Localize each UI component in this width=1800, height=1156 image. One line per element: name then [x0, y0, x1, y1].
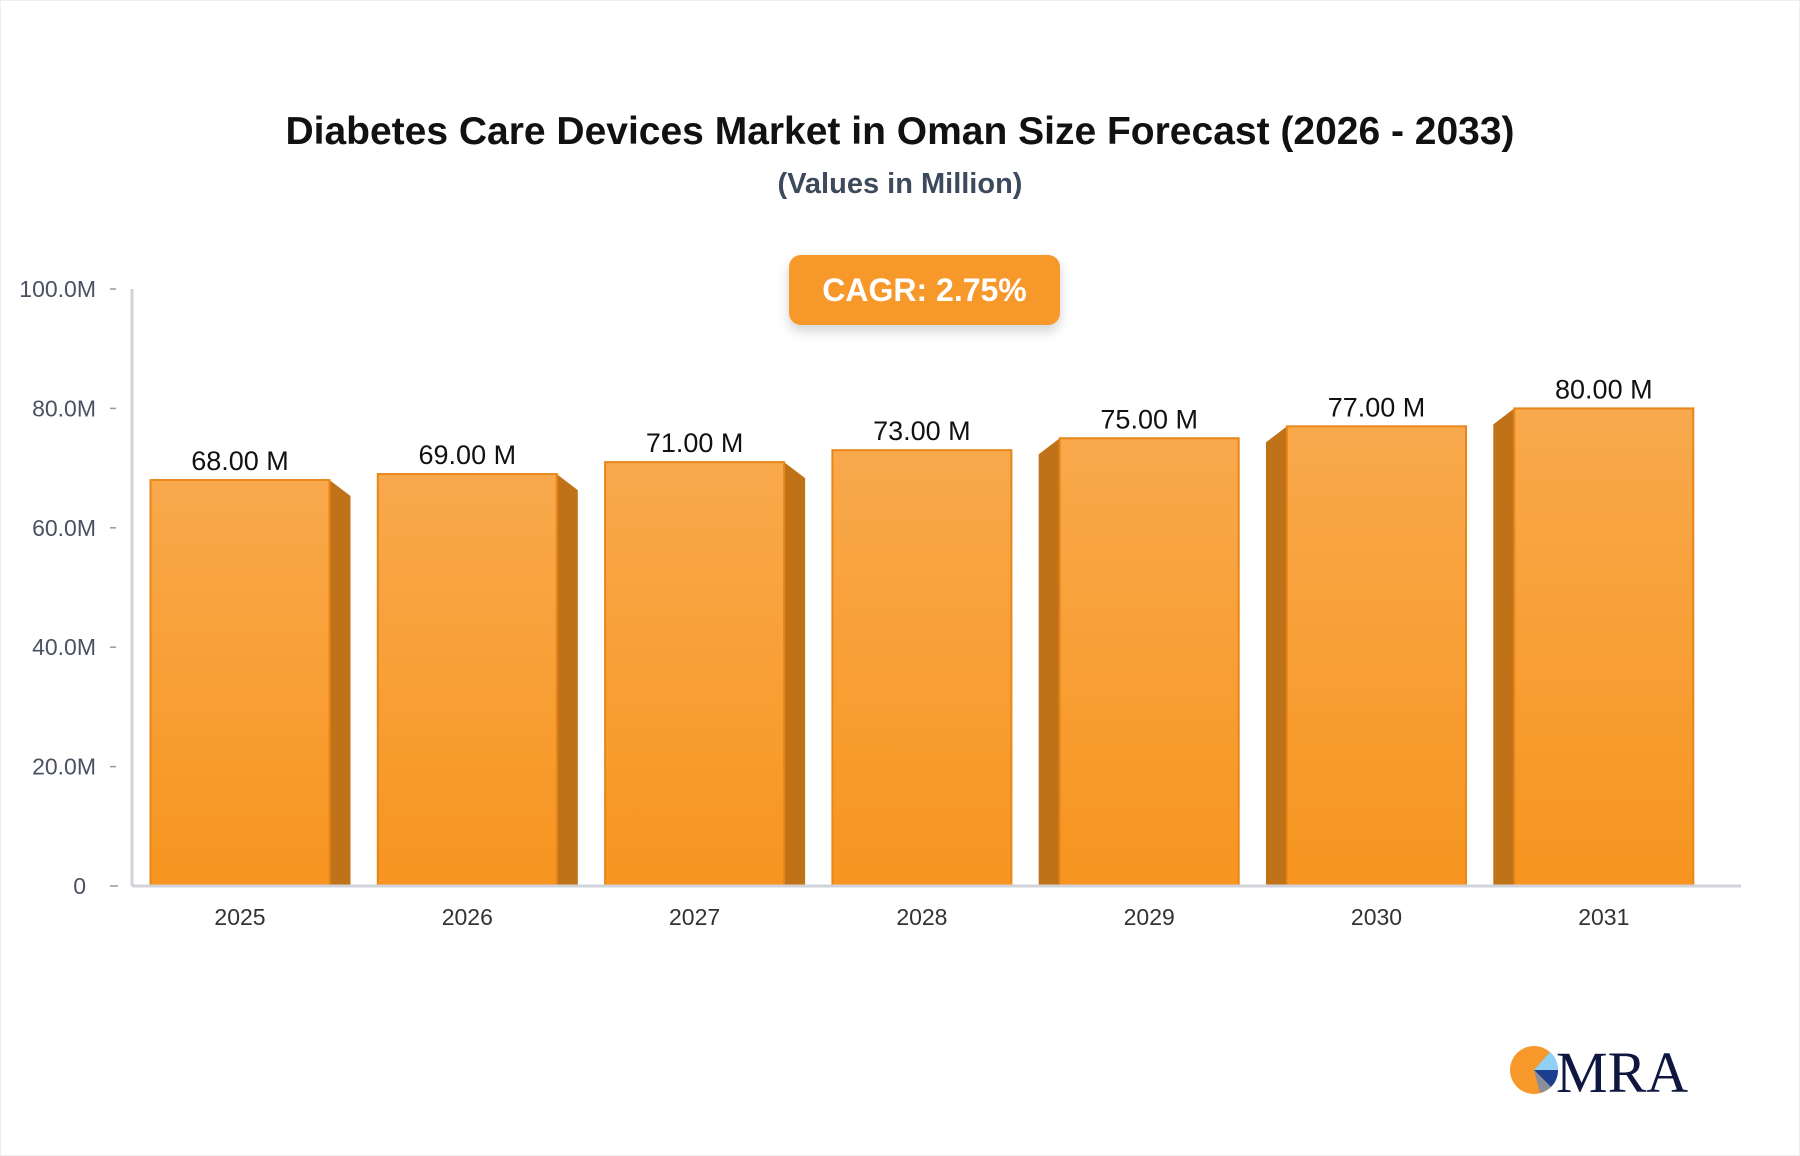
- x-tick-label: 2025: [214, 904, 265, 930]
- data-label: 77.00 M: [1328, 392, 1426, 422]
- bar-side: [1493, 408, 1515, 886]
- y-tick-label: 60.0M: [32, 515, 96, 541]
- bar: [1513, 407, 1695, 887]
- y-tick-label: 80.0M: [32, 395, 96, 421]
- y-tick-label: 0: [73, 873, 86, 899]
- bar-side: [1038, 438, 1060, 886]
- bar: [1286, 425, 1467, 887]
- data-label: 68.00 M: [191, 446, 289, 476]
- data-label: 80.00 M: [1555, 374, 1653, 404]
- bar: [149, 479, 331, 887]
- x-tick-label: 2028: [896, 904, 947, 930]
- bar-side: [784, 462, 806, 886]
- x-tick-label: 2026: [442, 904, 493, 930]
- cagr-badge: CAGR: 2.75%: [789, 255, 1060, 325]
- bar: [376, 473, 558, 887]
- chart-title: Diabetes Care Devices Market in Oman Siz…: [285, 110, 1515, 153]
- y-tick-label: 20.0M: [32, 754, 96, 780]
- x-tick-label: 2030: [1351, 904, 1402, 930]
- data-label: 73.00 M: [873, 416, 971, 446]
- mra-logo: MRA: [1510, 1040, 1688, 1100]
- y-tick-label: 100.0M: [19, 276, 96, 302]
- y-tick-label: 40.0M: [32, 634, 96, 660]
- bar: [831, 449, 1013, 887]
- bar-side: [329, 480, 351, 886]
- svg-text:MRA: MRA: [1556, 1040, 1688, 1100]
- data-label: 71.00 M: [646, 428, 744, 458]
- bar: [604, 461, 786, 887]
- x-tick-label: 2027: [669, 904, 720, 930]
- data-label: 69.00 M: [419, 440, 517, 470]
- bar-side: [556, 474, 578, 886]
- chart-subtitle: (Values in Million): [777, 168, 1023, 200]
- data-label: 75.00 M: [1100, 404, 1198, 434]
- bar-side: [1266, 426, 1287, 886]
- x-tick-label: 2029: [1124, 904, 1175, 930]
- bar: [1058, 437, 1240, 887]
- x-tick-label: 2031: [1578, 904, 1629, 930]
